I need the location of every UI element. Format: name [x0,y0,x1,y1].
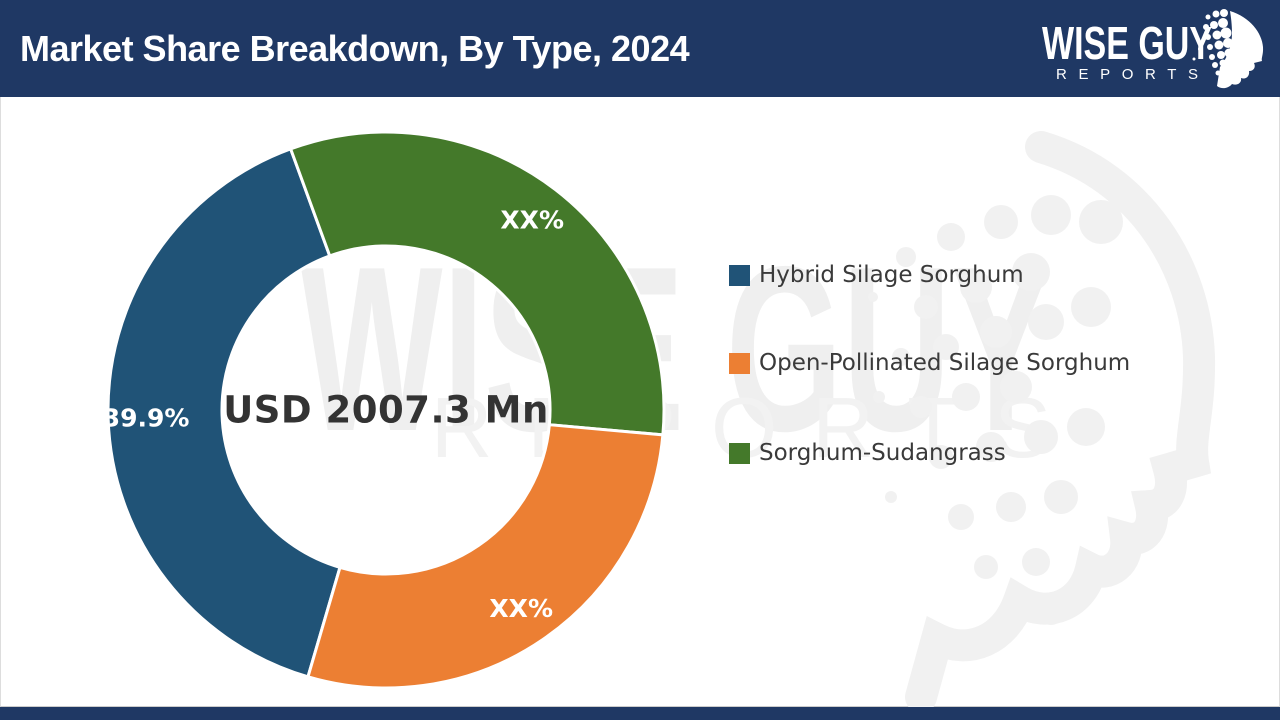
watermark: WISE GUY REPORTS [301,131,1216,707]
logo-face-icon [1192,9,1264,89]
legend-swatch-green [729,442,750,464]
donut-segment [106,147,342,679]
watermark-face-icon [868,131,1216,707]
legend-label: Sorghum-Sudangrass [759,440,1006,466]
donut-slice-labels: 39.9% XX% XX% [103,205,564,623]
legend-swatch-blue [729,264,750,286]
slice-label: XX% [500,205,564,234]
legend-swatch-orange [729,352,750,374]
donut-segment [306,423,665,690]
slice-label: XX% [489,594,553,623]
page-title: Market Share Breakdown, By Type, 2024 [20,27,690,69]
wise-guy-logo: WISE GUY REPORTS [1042,9,1264,89]
legend-item-hybrid-silage-sorghum: Hybrid Silage Sorghum [729,262,1024,288]
header-bar: Market Share Breakdown, By Type, 2024 WI… [0,0,1280,97]
footer-bar [0,707,1280,720]
legend-label: Hybrid Silage Sorghum [759,262,1024,288]
donut-chart: WISE GUY REPORTS [103,130,1216,707]
donut-segment [289,130,666,437]
donut-segments [106,130,666,690]
legend-item-sorghum-sudangrass: Sorghum-Sudangrass [729,440,1006,466]
donut-center-value: USD 2007.3 Mn [223,388,549,432]
watermark-text-line1: WISE GUY [301,217,1051,480]
legend-item-open-pollinated-silage-sorghum: Open-Pollinated Silage Sorghum [729,350,1130,376]
chart-area: WISE GUY REPORTS [0,97,1280,707]
logo-text-line1: WISE GUY [1042,17,1212,69]
slice-label: 39.9% [103,404,190,433]
legend-label: Open-Pollinated Silage Sorghum [759,350,1131,376]
